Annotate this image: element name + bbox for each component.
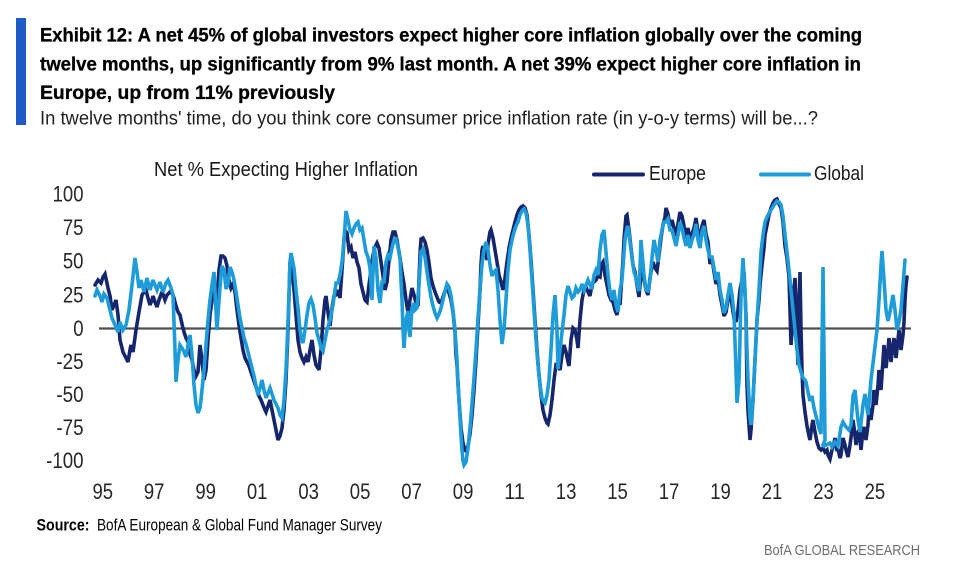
svg-text:25: 25 bbox=[865, 479, 886, 504]
svg-text:01: 01 bbox=[247, 479, 268, 504]
svg-text:0: 0 bbox=[73, 316, 83, 341]
svg-text:17: 17 bbox=[659, 479, 680, 504]
svg-text:13: 13 bbox=[556, 479, 577, 504]
svg-text:Europe, up from 11% previously: Europe, up from 11% previously bbox=[40, 83, 335, 104]
svg-text:97: 97 bbox=[144, 479, 165, 504]
svg-text:03: 03 bbox=[298, 479, 319, 504]
svg-text:95: 95 bbox=[93, 479, 114, 504]
svg-text:11: 11 bbox=[504, 479, 525, 504]
svg-text:Exhibit 12: A net 45% of globa: Exhibit 12: A net 45% of global investor… bbox=[40, 26, 862, 47]
svg-text:05: 05 bbox=[350, 479, 371, 504]
svg-text:07: 07 bbox=[401, 479, 422, 504]
svg-text:19: 19 bbox=[710, 479, 731, 504]
svg-text:-50: -50 bbox=[56, 382, 83, 407]
svg-text:25: 25 bbox=[63, 282, 84, 307]
svg-text:Net % Expecting Higher Inflati: Net % Expecting Higher Inflation bbox=[154, 159, 418, 181]
svg-text:21: 21 bbox=[762, 479, 783, 504]
svg-text:Source:: Source: bbox=[37, 516, 90, 535]
svg-text:23: 23 bbox=[813, 479, 834, 504]
svg-text:75: 75 bbox=[63, 215, 84, 240]
svg-text:BofA GLOBAL RESEARCH: BofA GLOBAL RESEARCH bbox=[764, 542, 920, 559]
svg-text:In twelve months' time, do you: In twelve months' time, do you think cor… bbox=[40, 108, 818, 130]
svg-text:15: 15 bbox=[607, 479, 628, 504]
svg-text:-75: -75 bbox=[56, 415, 83, 440]
svg-text:50: 50 bbox=[63, 249, 84, 274]
svg-text:twelve months, up significantl: twelve months, up significantly from 9% … bbox=[40, 55, 861, 76]
svg-text:100: 100 bbox=[53, 181, 84, 206]
svg-text:-25: -25 bbox=[56, 349, 83, 374]
svg-text:Global: Global bbox=[814, 163, 864, 185]
svg-text:09: 09 bbox=[453, 479, 474, 504]
svg-text:Europe: Europe bbox=[649, 163, 706, 185]
svg-text:-100: -100 bbox=[46, 448, 83, 473]
svg-text:99: 99 bbox=[195, 479, 216, 504]
svg-text:BofA European & Global Fund Ma: BofA European & Global Fund Manager Surv… bbox=[97, 516, 382, 535]
